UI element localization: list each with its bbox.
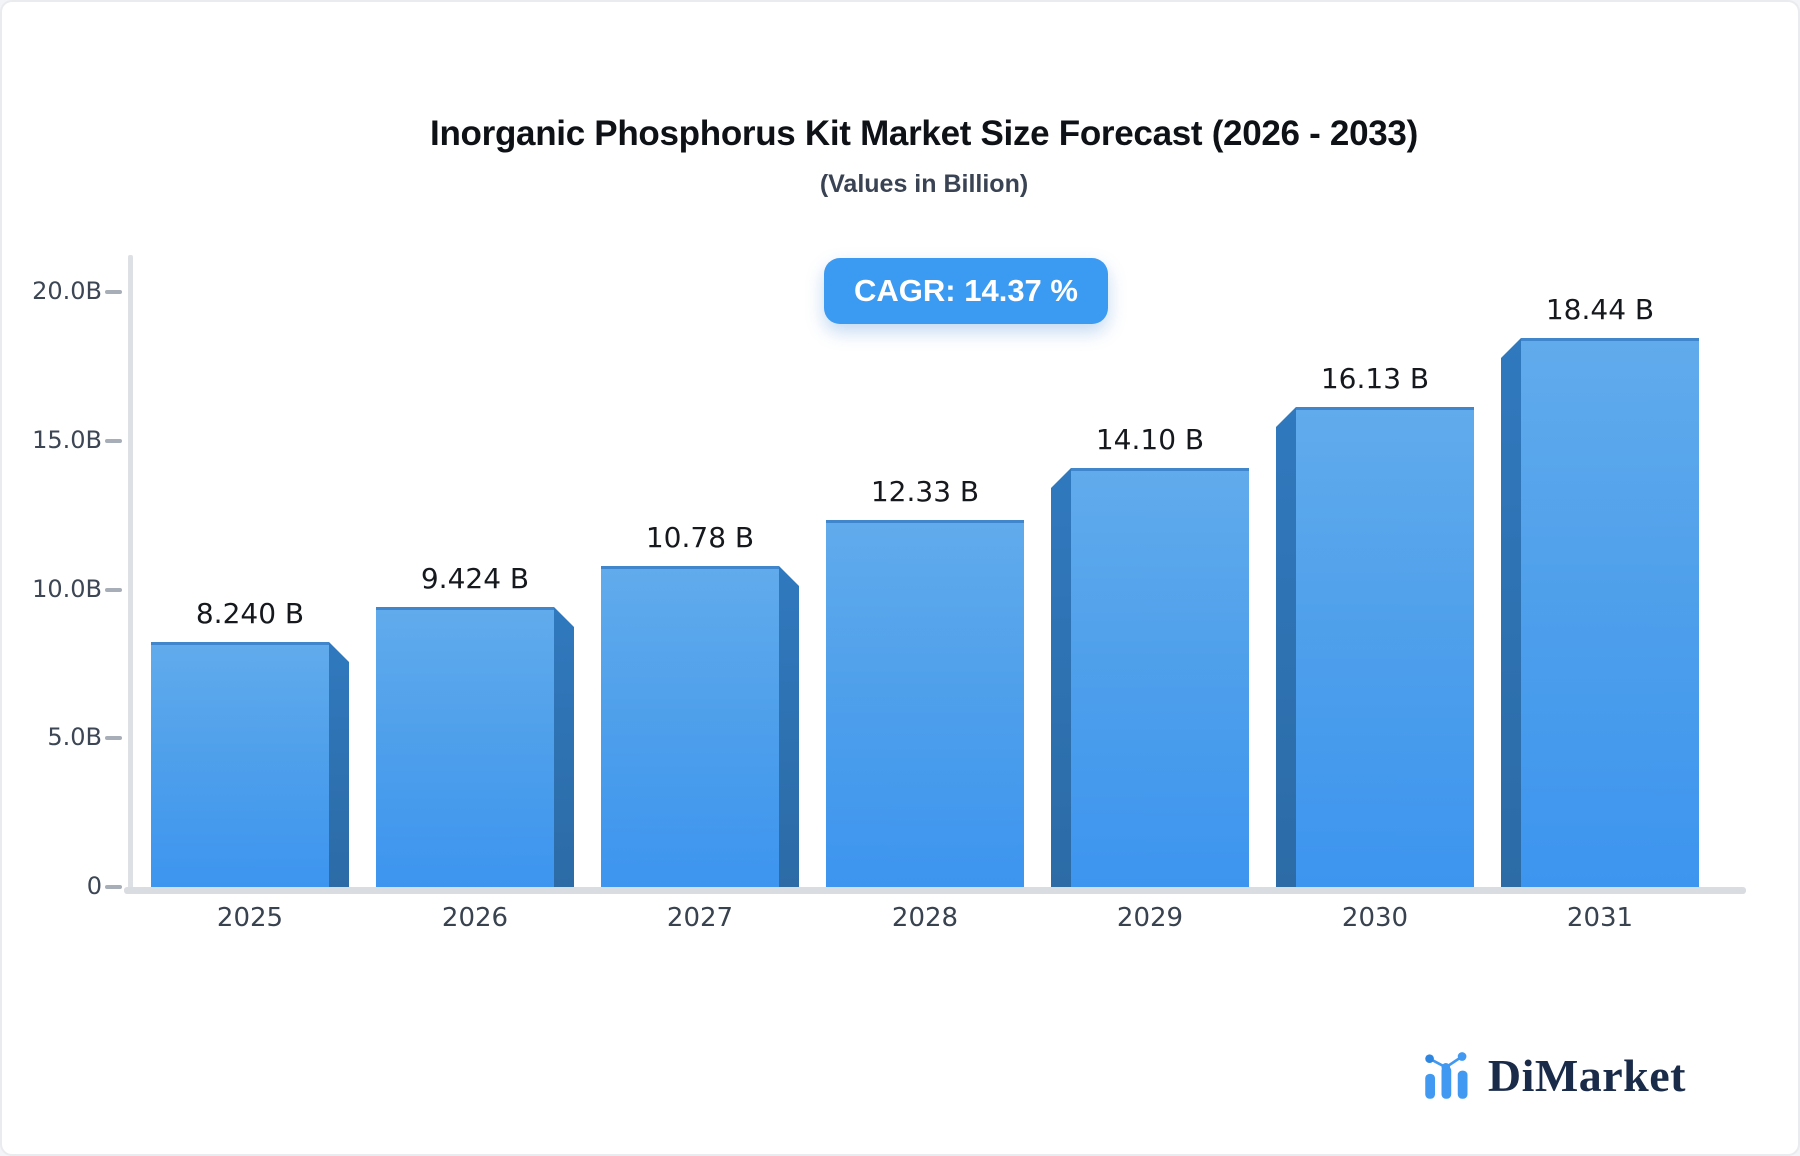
bar-2028[interactable]: [826, 520, 1024, 887]
bar-face-2025: [151, 642, 329, 887]
bar-chart-logo-icon: [1425, 1051, 1468, 1099]
y-axis-tick-mark-0: [105, 290, 122, 294]
x-axis-label-2026: 2026: [441, 903, 509, 933]
bar-3d-side-2030: [1276, 407, 1296, 887]
bar-2031[interactable]: [1501, 338, 1699, 887]
bar-face-2027: [601, 566, 779, 887]
bar-value-label-2026: 9.424 B: [420, 562, 530, 595]
y-axis-tick-mark-1: [105, 438, 122, 443]
bar-3d-side-2027: [779, 566, 799, 887]
x-axis-label-2030: 2030: [1341, 903, 1409, 933]
bar-value-label-2027: 10.78 B: [645, 521, 755, 554]
x-axis-label-2025: 2025: [216, 903, 284, 933]
y-axis-tick-label-1: 15.0B: [32, 425, 102, 454]
bar-3d-side-2029: [1051, 468, 1071, 887]
bar-3d-side-2026: [554, 607, 574, 887]
y-axis-tick-mark-4: [105, 885, 122, 889]
bar-value-label-2025: 8.240 B: [195, 597, 305, 630]
bar-2027[interactable]: [601, 566, 799, 887]
bar-value-label-2031: 18.44 B: [1545, 293, 1655, 326]
bar-2025[interactable]: [151, 642, 349, 887]
y-axis-line: [128, 255, 133, 892]
bar-face-2029: [1071, 468, 1249, 887]
y-axis-tick-label-4: 0: [86, 872, 102, 900]
bar-value-label-2029: 14.10 B: [1095, 423, 1205, 456]
x-axis-label-2029: 2029: [1116, 903, 1184, 933]
dimarket-logo-text: DiMarket: [1487, 1050, 1686, 1101]
bar-3d-side-2031: [1501, 338, 1521, 887]
x-axis-label-2028: 2028: [891, 903, 959, 933]
x-axis-label-2027: 2027: [666, 903, 734, 933]
bar-3d-side-2025: [329, 642, 349, 887]
bar-value-label-2028: 12.33 B: [870, 475, 980, 508]
y-axis-tick-label-3: 5.0B: [47, 723, 102, 752]
x-axis-baseline: [124, 887, 1746, 894]
bar-value-label-2030: 16.13 B: [1320, 362, 1430, 395]
bar-2030[interactable]: [1276, 407, 1474, 887]
bar-face-2028: [826, 520, 1024, 887]
y-axis-tick-label-2: 10.0B: [32, 574, 102, 603]
x-axis-label-2031: 2031: [1566, 903, 1634, 933]
y-axis-tick-mark-3: [105, 736, 122, 741]
y-axis-tick-label-0: 20.0B: [32, 277, 102, 305]
bar-2029[interactable]: [1051, 468, 1249, 887]
bar-face-2030: [1296, 407, 1474, 887]
y-axis-tick-mark-2: [105, 587, 122, 592]
dimarket-logo: DiMarket: [1422, 1049, 1686, 1102]
bar-2026[interactable]: [376, 607, 574, 887]
bar-face-2026: [376, 607, 554, 887]
bar-face-2031: [1521, 338, 1699, 887]
